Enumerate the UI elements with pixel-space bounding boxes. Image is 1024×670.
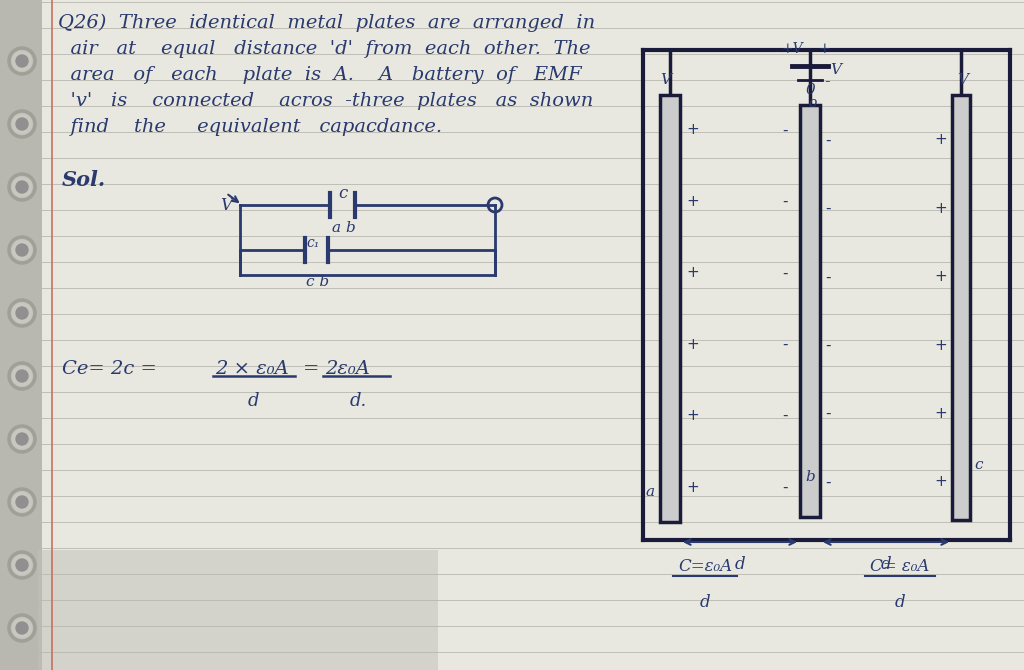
Bar bbox=[952, 95, 970, 520]
Text: 0: 0 bbox=[806, 83, 816, 97]
Bar bbox=[38, 550, 438, 670]
Text: -: - bbox=[824, 74, 829, 90]
Text: area   of   each    plate  is  A.    A   battery  of   EMF: area of each plate is A. A battery of EM… bbox=[58, 66, 582, 84]
Text: +: + bbox=[686, 480, 698, 494]
Text: -: - bbox=[825, 474, 830, 490]
Text: o: o bbox=[809, 96, 817, 110]
Text: Ce= 2c =: Ce= 2c = bbox=[62, 360, 157, 378]
Text: -: - bbox=[825, 406, 830, 421]
Text: V: V bbox=[830, 63, 841, 77]
Circle shape bbox=[12, 303, 32, 323]
Circle shape bbox=[12, 177, 32, 197]
Text: C= ε₀A: C= ε₀A bbox=[870, 558, 930, 575]
Text: V: V bbox=[957, 73, 968, 87]
Text: d: d bbox=[734, 556, 745, 573]
Text: d.: d. bbox=[350, 392, 368, 410]
Circle shape bbox=[16, 55, 28, 67]
Text: V: V bbox=[220, 197, 232, 214]
Text: +: + bbox=[686, 123, 698, 137]
Text: d: d bbox=[699, 594, 711, 611]
Text: +: + bbox=[818, 42, 829, 56]
Text: c: c bbox=[974, 458, 982, 472]
Text: air   at    equal   distance  'd'  from  each  other.  The: air at equal distance 'd' from each othe… bbox=[58, 40, 591, 58]
Circle shape bbox=[16, 559, 28, 571]
Bar bbox=[0, 0, 42, 670]
Circle shape bbox=[12, 618, 32, 638]
Circle shape bbox=[16, 244, 28, 256]
Circle shape bbox=[16, 181, 28, 193]
Circle shape bbox=[16, 496, 28, 508]
Circle shape bbox=[16, 370, 28, 382]
Text: =: = bbox=[303, 360, 319, 378]
Text: +: + bbox=[934, 406, 947, 421]
Circle shape bbox=[12, 240, 32, 260]
Text: +: + bbox=[934, 474, 947, 490]
Text: Q26)  Three  identical  metal  plates  are  arranged  in: Q26) Three identical metal plates are ar… bbox=[58, 14, 595, 32]
Bar bbox=[800, 105, 820, 517]
Text: -: - bbox=[782, 265, 787, 280]
Circle shape bbox=[16, 433, 28, 445]
Circle shape bbox=[12, 492, 32, 512]
Text: +: + bbox=[934, 133, 947, 147]
Text: 2 × ε₀A: 2 × ε₀A bbox=[215, 360, 289, 378]
Text: -: - bbox=[782, 480, 787, 494]
Text: C=ε₀A: C=ε₀A bbox=[678, 558, 732, 575]
Text: -: - bbox=[825, 133, 830, 147]
Text: +: + bbox=[686, 337, 698, 352]
Text: +: + bbox=[934, 201, 947, 216]
Circle shape bbox=[16, 622, 28, 634]
Text: c₁: c₁ bbox=[306, 236, 319, 250]
Text: b: b bbox=[805, 470, 815, 484]
Text: a: a bbox=[646, 485, 655, 499]
Text: d: d bbox=[881, 556, 891, 573]
Text: +: + bbox=[686, 408, 698, 423]
Text: 2ε₀A: 2ε₀A bbox=[325, 360, 370, 378]
Text: Sol.: Sol. bbox=[62, 170, 106, 190]
Text: d: d bbox=[895, 594, 905, 611]
Text: -: - bbox=[782, 408, 787, 423]
Text: +V: +V bbox=[782, 42, 804, 56]
Text: -: - bbox=[825, 269, 830, 284]
Text: +: + bbox=[686, 265, 698, 280]
Circle shape bbox=[12, 555, 32, 575]
Circle shape bbox=[12, 366, 32, 386]
Text: 'v'   is    connected    acros  -three  plates   as  shown: 'v' is connected acros -three plates as … bbox=[58, 92, 593, 110]
Text: a b: a b bbox=[332, 221, 355, 235]
Text: V: V bbox=[660, 73, 671, 87]
Circle shape bbox=[16, 307, 28, 319]
Text: -: - bbox=[782, 123, 787, 137]
Text: d: d bbox=[248, 392, 259, 410]
Circle shape bbox=[12, 429, 32, 449]
Text: find    the     equivalent   capacdance.: find the equivalent capacdance. bbox=[58, 118, 442, 136]
Text: -: - bbox=[782, 194, 787, 209]
Circle shape bbox=[12, 114, 32, 134]
Circle shape bbox=[16, 118, 28, 130]
Text: -: - bbox=[782, 337, 787, 352]
Bar bbox=[660, 95, 680, 522]
Text: -: - bbox=[825, 201, 830, 216]
Text: +: + bbox=[934, 269, 947, 284]
Text: +: + bbox=[934, 338, 947, 352]
Text: +: + bbox=[686, 194, 698, 209]
Text: c b: c b bbox=[306, 275, 329, 289]
Text: -: - bbox=[825, 338, 830, 352]
Circle shape bbox=[12, 51, 32, 71]
Text: c: c bbox=[338, 185, 347, 202]
